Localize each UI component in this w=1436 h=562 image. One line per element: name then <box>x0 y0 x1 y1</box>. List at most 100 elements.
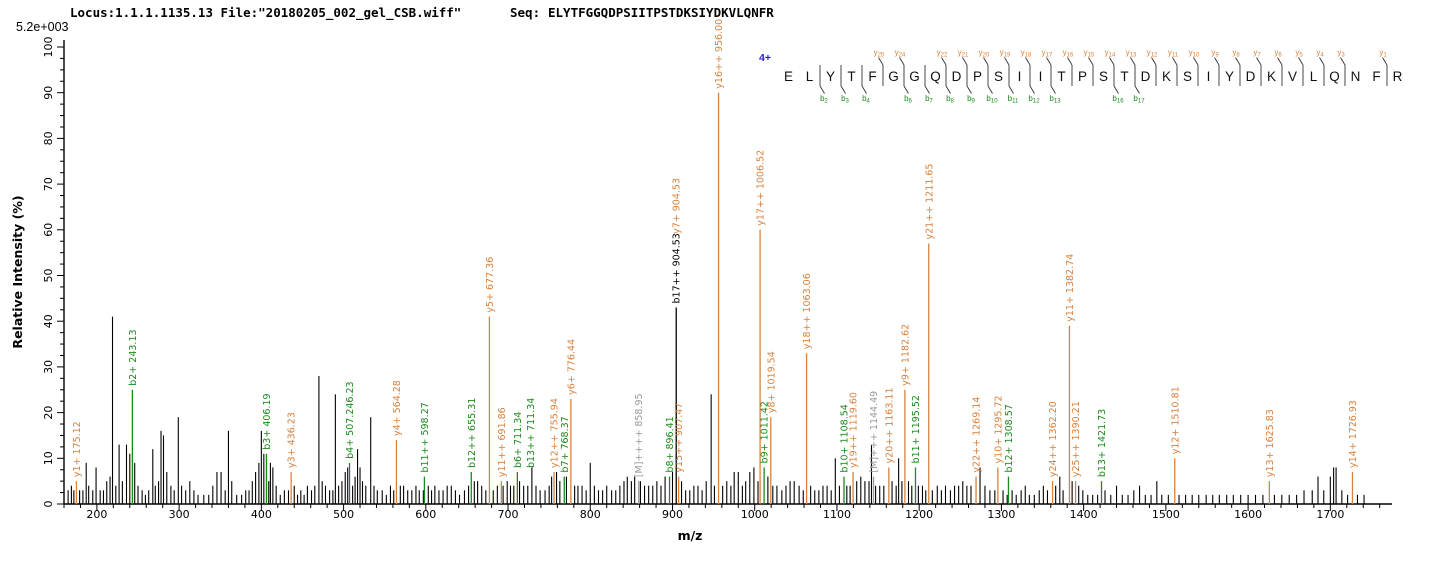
y-ion-mark <box>1256 57 1262 66</box>
peak-label: y3+ 436.23 <box>287 412 298 468</box>
y-ion-mark <box>1382 57 1388 66</box>
y-ion-mark <box>962 57 968 66</box>
y-ion-mark <box>1193 57 1199 66</box>
residue-letter: K <box>1162 69 1171 84</box>
residue-letter: G <box>909 69 920 84</box>
peak-label: b12+ 1308.57 <box>1004 404 1015 472</box>
y-ion-mark <box>1067 57 1073 66</box>
peak-label: y6+ 776.44 <box>566 339 577 395</box>
x-tick-label: 900 <box>662 508 683 521</box>
peak-label: b9+ 1011.42 <box>760 401 771 463</box>
b-ion-mark <box>945 85 951 94</box>
b-ion-label: b2 <box>820 94 828 105</box>
y-ion-mark <box>1025 57 1031 66</box>
residue-letter: F <box>868 69 876 84</box>
b-ion-label: b8 <box>946 94 954 105</box>
residue-letter: E <box>784 69 793 84</box>
y-ion-label: y6 <box>1274 48 1282 59</box>
residue-letter: R <box>1393 69 1403 84</box>
residue-letter: V <box>1288 69 1297 84</box>
y-ion-mark <box>899 57 905 66</box>
residue-letter: D <box>1141 69 1151 84</box>
residue-letter: Y <box>1225 69 1234 84</box>
peak-label: y4+ 564.28 <box>392 380 403 436</box>
b-ion-label: b12 <box>1028 94 1040 105</box>
peak-label: b10+ 1108.54 <box>839 404 850 472</box>
b-ion-mark <box>861 85 867 94</box>
peak-label: y21++ 1211.65 <box>924 164 935 240</box>
y-ion-mark <box>878 57 884 66</box>
residue-letter: I <box>1018 69 1022 84</box>
peak-label: y10+ 1295.72 <box>993 395 1004 463</box>
residue-letter: T <box>847 69 855 84</box>
x-tick-label: 300 <box>169 508 190 521</box>
y-ion-label: y4 <box>1316 48 1324 59</box>
peak-label: y25++ 1390.21 <box>1071 401 1082 477</box>
x-tick-label: 1400 <box>1070 508 1098 521</box>
peak-label: y14+ 1726.93 <box>1348 400 1359 468</box>
y-ion-label: y3 <box>1337 48 1345 59</box>
peak-label: y8+ 1019.54 <box>766 351 777 413</box>
y-ion-mark <box>1151 57 1157 66</box>
residue-letter: L <box>1310 69 1318 84</box>
y-ion-mark <box>1277 57 1283 66</box>
b-ion-label: b6 <box>904 94 912 105</box>
residue-letter: N <box>1351 69 1361 84</box>
peak-label: y18++ 1063.06 <box>802 273 813 349</box>
b-ion-mark <box>987 85 993 94</box>
b-ion-label: b9 <box>967 94 975 105</box>
y-ion-mark <box>1298 57 1304 66</box>
fragment-map: 4+E L Y T F G G Q D P S I I T P S T D K S I Y D K V L Q N F Rb2 b3 b4y2… <box>759 48 1403 105</box>
peak-label: b17++ 904.53 <box>672 233 683 303</box>
residue-letter: D <box>1246 69 1256 84</box>
x-tick-label: 600 <box>415 508 436 521</box>
y-ion-label: y11 <box>1168 48 1179 59</box>
peak-label: y11+ 1382.74 <box>1065 254 1076 322</box>
b-ion-mark <box>1050 85 1056 94</box>
unannotated-peaks <box>67 316 1365 504</box>
residue-letter: Q <box>1329 69 1340 84</box>
y-ion-mark <box>1109 57 1115 66</box>
b-ion-label: b4 <box>862 94 870 105</box>
y-tick-label: 70 <box>42 177 55 191</box>
peak-label: b6+ 711.34 <box>513 412 524 468</box>
peak-label: y12+ 1510.81 <box>1170 386 1181 454</box>
peak-label: b12++ 655.31 <box>467 398 478 468</box>
y-ion-label: y14 <box>1105 48 1116 59</box>
y-ion-label: y16 <box>1063 48 1074 59</box>
peak-label: y20++ 1163.11 <box>884 388 895 464</box>
b-ion-label: b7 <box>925 94 933 105</box>
y-ion-label: y25 <box>874 48 885 59</box>
y-ion-label: y10 <box>1189 48 1200 59</box>
peak-label: b13+ 1421.73 <box>1097 409 1108 477</box>
peak-label: y17++ 1006.52 <box>756 150 767 226</box>
peak-label: b11+ 1195.52 <box>911 395 922 463</box>
x-tick-label: 1500 <box>1152 508 1180 521</box>
residue-letter: G <box>888 69 899 84</box>
x-tick-label: 1600 <box>1234 508 1262 521</box>
y-ion-label: y17 <box>1042 48 1053 59</box>
peak-label: [M]++++ 858.95 <box>634 393 645 477</box>
y-ion-label: y13 <box>1126 48 1137 59</box>
y-tick-label: 100 <box>42 37 55 58</box>
peak-label: y7+ 904.53 <box>672 178 683 234</box>
b-ion-mark <box>966 85 972 94</box>
y-ion-label: y22 <box>937 48 948 59</box>
peak-label: y1+ 175.12 <box>72 421 83 477</box>
y-ion-mark <box>1319 57 1325 66</box>
header-seq-label: Seq: <box>510 5 540 20</box>
peak-label: y13+ 1625.83 <box>1265 409 1276 477</box>
header-locus-file: Locus:1.1.1.1135.13 File:"20180205_002_g… <box>70 5 461 21</box>
peak-label: b8+ 896.41 <box>665 416 676 472</box>
y-axis-title: Relative Intensity (%) <box>10 195 25 348</box>
intensity-scale-label: 5.2e+003 <box>16 20 69 34</box>
x-tick-label: 500 <box>333 508 354 521</box>
residue-letter: Y <box>826 69 835 84</box>
residue-letter: S <box>1099 69 1108 84</box>
y-ion-label: y8 <box>1232 48 1240 59</box>
y-ion-mark <box>1046 57 1052 66</box>
x-tick-label: 1300 <box>987 508 1015 521</box>
peak-label: y19++ 1119.60 <box>849 392 860 468</box>
y-ion-label: y5 <box>1295 48 1303 59</box>
y-ion-mark <box>1340 57 1346 66</box>
